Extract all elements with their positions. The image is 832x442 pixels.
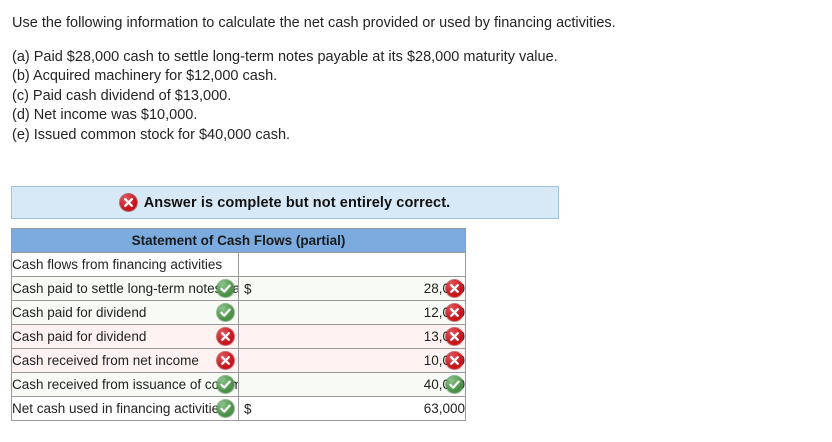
check-circle-icon [446,376,463,393]
row-label-cell[interactable]: Cash received from issuance of common st… [11,372,239,397]
table-row: Cash paid for dividend 13,000 [11,324,466,349]
amount-value: 63,000 [423,401,465,416]
prompt-item-b: (b) Acquired machinery for $12,000 cash. [12,68,278,84]
row-label-cell[interactable]: Cash received from net income [11,348,239,373]
row-amount-cell[interactable] [238,252,466,277]
prompt-instruction: Use the following information to calcula… [12,15,616,31]
table-row: Cash received from issuance of common st… [11,372,466,397]
row-label: Cash paid for dividend [12,329,147,344]
table-title: Statement of Cash Flows (partial) [11,228,466,253]
x-circle-icon [446,280,463,297]
x-circle-icon [119,194,137,211]
row-label-cell[interactable]: Cash paid for dividend [11,300,239,325]
row-label: Cash flows from financing activities [12,257,223,272]
row-amount-cell[interactable]: 12,000 [238,300,466,325]
row-label: Cash paid for dividend [12,305,147,320]
question-prompt: Use the following information to calcula… [0,0,832,145]
check-circle-icon [217,280,234,297]
row-amount-cell[interactable]: $ 63,000 [238,396,466,421]
check-circle-icon [217,304,234,321]
row-label-cell[interactable]: Cash paid to settle long-term notes paya… [11,276,239,301]
answer-status-text: Answer is complete but not entirely corr… [143,194,451,211]
row-amount-cell[interactable]: 13,000 [238,324,466,349]
answer-status-banner: Answer is complete but not entirely corr… [11,186,559,219]
check-circle-icon [217,376,234,393]
table-row: Cash paid for dividend 12,000 [11,300,466,325]
prompt-item-c: (c) Paid cash dividend of $13,000. [12,87,232,104]
row-label: Net cash used in financing activities [12,401,226,416]
prompt-item-a: (a) Paid $28,000 cash to settle long-ter… [12,48,558,65]
table-title-row: Statement of Cash Flows (partial) [11,228,466,253]
row-label: Cash paid to settle long-term notes paya… [12,281,238,296]
prompt-item-e: (e) Issued common stock for $40,000 cash… [12,126,291,143]
table-row: Cash received from net income 10,000 [11,348,466,373]
currency-symbol: $ [244,401,252,416]
prompt-spacer [12,34,832,48]
x-circle-icon [446,328,463,345]
row-amount-cell[interactable]: 40,000 [238,372,466,397]
x-circle-icon [446,304,463,321]
row-label: Cash received from issuance of common st… [12,377,238,392]
x-circle-icon [217,328,234,345]
table-row: Cash flows from financing activities [11,252,466,277]
row-label-cell[interactable]: Net cash used in financing activities [11,396,239,421]
row-label-cell[interactable]: Cash flows from financing activities [11,252,239,277]
row-amount-cell[interactable]: $ 28,000 [238,276,466,301]
check-circle-icon [217,400,234,417]
prompt-item-d: (d) Net income was $10,000. [12,107,198,123]
currency-symbol: $ [244,281,252,296]
statement-of-cash-flows-table: Statement of Cash Flows (partial) Cash f… [11,228,466,421]
table-row: Cash paid to settle long-term notes paya… [11,276,466,301]
row-label-cell[interactable]: Cash paid for dividend [11,324,239,349]
row-amount-cell[interactable]: 10,000 [238,348,466,373]
x-circle-icon [446,352,463,369]
row-label: Cash received from net income [12,353,199,368]
x-circle-icon [217,352,234,369]
table-row-total: Net cash used in financing activities $ … [11,396,466,421]
